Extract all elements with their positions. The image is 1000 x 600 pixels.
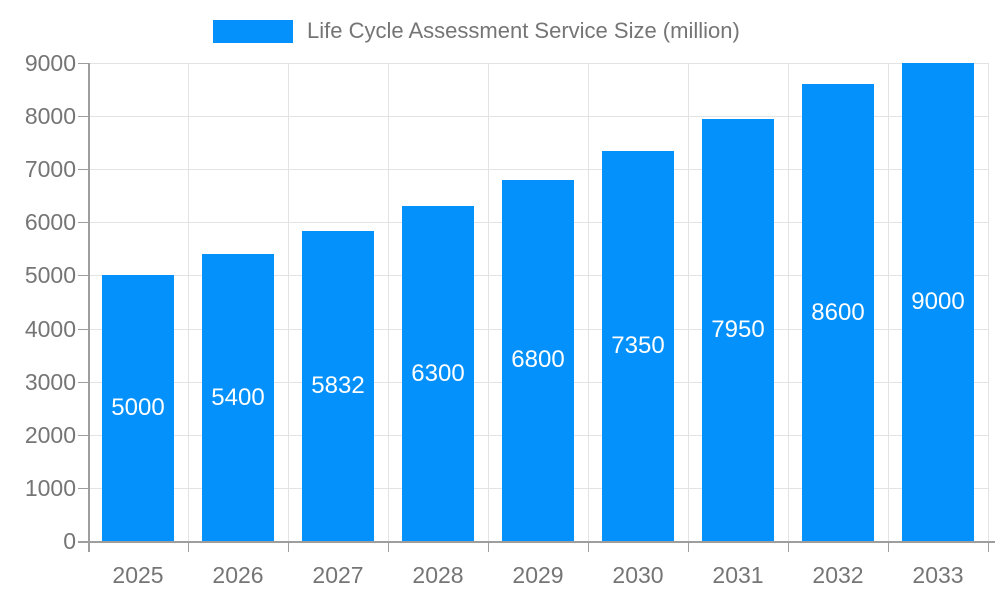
x-gridline	[588, 63, 589, 541]
x-axis-label: 2031	[712, 562, 764, 588]
y-gridline	[88, 116, 988, 118]
x-axis-line	[78, 541, 995, 543]
bar[interactable]: 9000	[902, 63, 974, 541]
y-axis-tick	[78, 169, 88, 171]
x-gridline	[288, 63, 289, 541]
y-gridline	[88, 169, 988, 171]
bar-value-label: 5000	[111, 394, 165, 422]
y-axis-label: 3000	[24, 368, 76, 395]
y-axis-label: 8000	[24, 103, 76, 130]
bar-value-label: 5832	[311, 372, 365, 400]
x-axis-label: 2028	[412, 562, 464, 588]
x-axis-tick	[588, 541, 589, 552]
legend-label: Life Cycle Assessment Service Size (mill…	[307, 18, 740, 43]
bar[interactable]: 5000	[102, 275, 174, 541]
x-axis-tick	[788, 541, 789, 552]
x-axis-label: 2025	[112, 562, 164, 588]
bar-value-label: 6300	[411, 359, 465, 387]
bar-value-label: 9000	[911, 288, 965, 315]
bar-value-label: 8600	[811, 298, 865, 326]
x-axis-label: 2029	[512, 562, 564, 588]
x-axis-tick	[288, 541, 289, 552]
y-axis-label: 7000	[24, 156, 76, 183]
y-axis-tick	[78, 116, 88, 118]
x-gridline	[888, 63, 889, 541]
legend-item[interactable]: Life Cycle Assessment Service Size (mill…	[213, 18, 740, 44]
x-axis-label: 2027	[312, 562, 364, 588]
x-axis-tick	[688, 541, 689, 552]
y-axis-tick	[78, 434, 88, 436]
x-gridline	[988, 63, 989, 541]
legend-swatch	[213, 19, 293, 43]
bar[interactable]: 6300	[402, 206, 474, 541]
y-axis-tick	[78, 222, 88, 224]
y-gridline	[88, 63, 988, 64]
y-axis-tick	[78, 487, 88, 489]
bar-value-label: 5400	[211, 383, 265, 411]
x-axis-label: 2033	[912, 562, 964, 588]
x-gridline	[688, 63, 689, 541]
bar[interactable]: 5400	[202, 254, 274, 541]
x-axis-tick	[188, 541, 189, 552]
x-axis-label: 2026	[212, 562, 264, 588]
bar[interactable]: 6800	[502, 179, 574, 541]
y-axis-tick	[78, 328, 88, 330]
x-axis-tick	[888, 541, 889, 552]
y-axis-label: 0	[63, 528, 76, 554]
bar[interactable]: 5832	[302, 231, 374, 541]
y-axis-label: 2000	[24, 421, 76, 448]
bar-value-label: 7950	[711, 315, 765, 343]
x-gridline	[488, 63, 489, 541]
y-axis-label: 4000	[24, 315, 76, 342]
x-axis-tick	[388, 541, 389, 552]
y-axis-tick	[78, 381, 88, 383]
bar[interactable]: 8600	[802, 84, 874, 541]
x-gridline	[188, 63, 189, 541]
y-axis-label: 9000	[24, 50, 76, 76]
bar-value-label: 6800	[511, 346, 565, 374]
x-axis-label: 2032	[812, 562, 864, 588]
y-axis-label: 6000	[24, 209, 76, 236]
bar-value-label: 7350	[611, 331, 665, 359]
x-axis-tick	[488, 541, 489, 552]
x-gridline	[388, 63, 389, 541]
y-axis-line	[88, 63, 90, 552]
x-axis-tick	[988, 541, 989, 552]
x-axis-label: 2030	[612, 562, 664, 588]
y-axis-label: 5000	[24, 262, 76, 289]
x-gridline	[788, 63, 789, 541]
y-axis-tick	[78, 63, 88, 64]
y-axis-label: 1000	[24, 474, 76, 501]
y-axis-tick	[78, 275, 88, 277]
bar[interactable]: 7950	[702, 118, 774, 541]
bar[interactable]: 7350	[602, 150, 674, 541]
